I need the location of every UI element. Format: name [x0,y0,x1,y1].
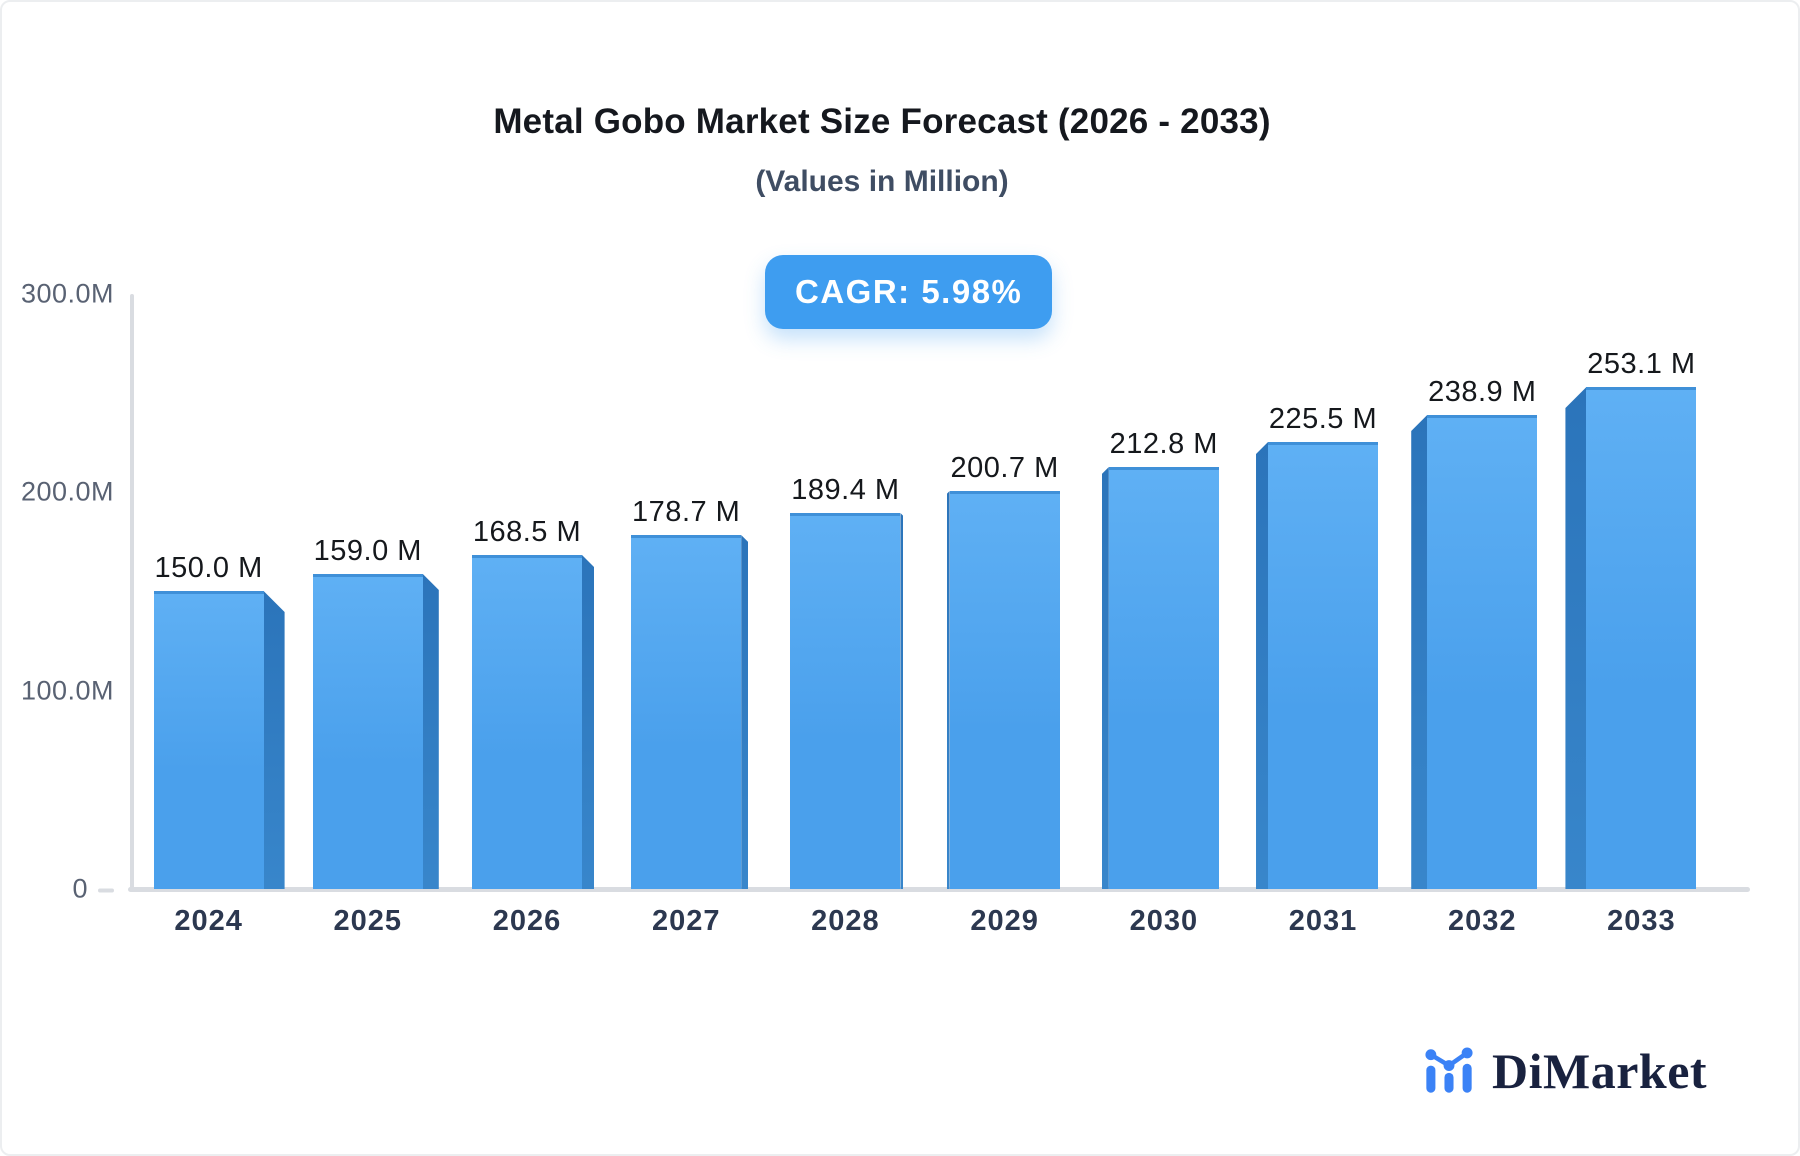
bar-slot: 200.7 M [925,294,1084,889]
bar-slot: 253.1 M [1562,294,1721,889]
x-tick-label: 2027 [651,905,721,937]
bar[interactable]: 253.1 M [1565,348,1697,889]
chart-subtitle: (Values in Million) [755,165,1009,198]
x-tick-label: 2029 [970,905,1039,937]
brand-name: DiMarket [1492,1043,1708,1099]
y-axis-line [130,294,134,891]
bar-value-label: 253.1 M [1587,348,1696,380]
bar-side-face [422,574,439,889]
cagr-badge: CAGR: 5.98% [765,255,1053,329]
x-tick-label: 2028 [811,905,880,937]
bar[interactable]: 212.8 M [1101,428,1219,889]
bar-value-label: 225.5 M [1268,403,1378,435]
bar-slot: 150.0 M [129,294,288,889]
y-tick-label: 100.0M [20,675,114,706]
bar-value-label: 168.5 M [472,516,582,548]
bar-value-label: 178.7 M [632,496,741,528]
y-axis-labels: 300.0M 200.0M 100.0M 0 [2,279,114,904]
y-tick-label: 0 [72,874,114,905]
bar-side-face [741,535,749,889]
bar-chart-trend-icon [1425,1047,1473,1093]
bar-value-label: 200.7 M [950,452,1059,484]
plot-area: 150.0 M 159.0 M 168.5 M 178.7 M 189.4 M 200.7… [129,294,1721,889]
bar[interactable]: 178.7 M [631,496,749,889]
bar-side-face [1565,387,1587,889]
x-tick-label: 2024 [174,905,243,937]
bar[interactable]: 189.4 M [790,474,904,889]
chart-header: Metal Gobo Market Size Forecast (2026 - … [2,2,1762,204]
bar-value-label: 150.0 M [154,552,263,584]
bar[interactable]: 238.9 M [1411,376,1538,889]
bar-side-face [1411,415,1428,889]
bar-value-label: 238.9 M [1428,376,1537,408]
x-tick-label: 2032 [1447,905,1517,937]
bar-side-face [1101,467,1109,889]
bar[interactable]: 150.0 M [153,552,285,889]
bar-slot: 225.5 M [1243,294,1402,889]
bar-value-label: 212.8 M [1109,428,1218,460]
bar-slot: 159.0 M [288,294,447,889]
bar-slot: 212.8 M [1084,294,1243,889]
chart-title: Metal Gobo Market Size Forecast (2026 - … [493,102,1271,141]
x-axis-line [128,887,1750,892]
x-tick-label: 2033 [1607,905,1676,937]
bar[interactable]: 159.0 M [312,535,439,889]
x-axis-labels: 2024 2025 2026 2027 2028 2029 2030 2031 2032 2033 [129,905,1721,938]
y-tick-label: 300.0M [20,278,114,309]
bar-value-label: 189.4 M [791,474,900,506]
bar-value-label: 159.0 M [313,535,422,567]
brand-logo: DiMarket [1420,1042,1707,1100]
bar[interactable]: 200.7 M [946,452,1060,889]
bar-side-face [946,491,950,889]
bar-slot: 178.7 M [607,294,766,889]
bar-side-face [1256,442,1269,889]
y-tick-dash [98,888,114,893]
y-tick-label: 200.0M [20,476,114,507]
bar-slot: 168.5 M [447,294,606,889]
x-tick-label: 2025 [333,905,403,937]
x-tick-label: 2026 [492,905,562,937]
bar[interactable]: 225.5 M [1256,403,1379,889]
bar[interactable]: 168.5 M [472,516,594,889]
bar-slot: 238.9 M [1403,294,1562,889]
bar-side-face [582,555,594,889]
bar-slot: 189.4 M [766,294,925,889]
bar-side-face [900,513,904,889]
x-tick-label: 2031 [1288,905,1358,937]
x-tick-label: 2030 [1129,905,1199,937]
bar-side-face [263,591,285,889]
